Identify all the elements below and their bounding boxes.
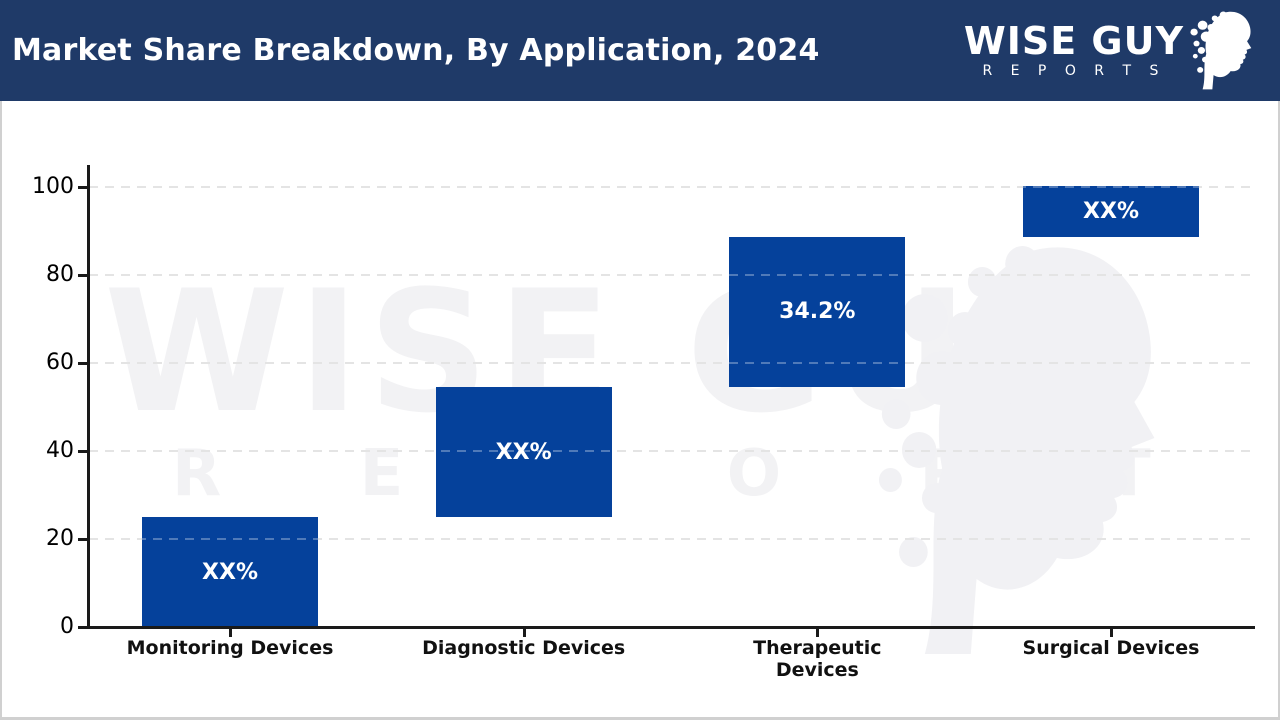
- page-title: Market Share Breakdown, By Application, …: [12, 33, 820, 68]
- x-tick-label-monitoring-devices: Monitoring Devices: [126, 637, 334, 659]
- x-axis-line: [86, 626, 1255, 629]
- bar-value-label: XX%: [202, 559, 258, 585]
- gridline-100: [89, 186, 1253, 188]
- gridline-overlay-80: [89, 274, 1253, 276]
- brand-logo-text: WISE GUY R E P O R T S: [964, 22, 1184, 79]
- gridline-overlay-40: [89, 450, 1253, 452]
- gridline-40: [89, 450, 1253, 452]
- y-tick-label-40: 40: [46, 438, 74, 463]
- bar-value-label: XX%: [1083, 198, 1139, 224]
- gridline-overlay-60: [89, 362, 1253, 364]
- x-tick-label-diagnostic-devices: Diagnostic Devices: [422, 637, 626, 659]
- y-tick-mark-40: [78, 450, 87, 453]
- y-tick-mark-80: [78, 274, 87, 277]
- frame-bottom: [0, 717, 1280, 720]
- gridline-60: [89, 362, 1253, 364]
- wise-guy-head-icon: [1188, 8, 1258, 94]
- y-tick-label-20: 20: [46, 526, 74, 551]
- brand-name: WISE GUY: [963, 19, 1184, 63]
- bar-therapeutic-devices: 34.2%: [729, 236, 906, 388]
- watermark-head-icon: [856, 228, 1186, 682]
- bar-value-label: 34.2%: [779, 299, 856, 325]
- y-tick-label-100: 100: [32, 174, 74, 199]
- y-axis-line: [87, 165, 90, 629]
- frame-left: [0, 101, 2, 720]
- x-tick-label-therapeutic-devices: Therapeutic Devices: [753, 637, 882, 681]
- y-tick-label-60: 60: [46, 350, 74, 375]
- y-tick-mark-0: [78, 626, 87, 629]
- y-tick-label-80: 80: [46, 262, 74, 287]
- gridline-overlay-20: [89, 538, 1253, 540]
- gridline-80: [89, 274, 1253, 276]
- gridline-20: [89, 538, 1253, 540]
- bar-value-label: XX%: [495, 439, 552, 465]
- header-bar: Market Share Breakdown, By Application, …: [0, 0, 1280, 101]
- x-tick-mark: [229, 628, 232, 637]
- gridline-overlay-100: [89, 186, 1253, 188]
- frame-right: [1278, 101, 1280, 720]
- x-tick-mark: [816, 628, 820, 637]
- brand-logo: WISE GUY R E P O R T S: [964, 8, 1258, 94]
- x-tick-label-surgical-devices: Surgical Devices: [1022, 637, 1200, 659]
- y-tick-mark-60: [78, 362, 87, 365]
- bar-diagnostic-devices: XX%: [435, 387, 612, 517]
- bar-monitoring-devices: XX%: [142, 517, 318, 627]
- x-tick-mark: [522, 628, 526, 637]
- y-tick-label-0: 0: [60, 614, 74, 639]
- x-tick-mark: [1110, 628, 1113, 637]
- brand-subname: R E P O R T S: [982, 63, 1166, 79]
- bar-surgical-devices: XX%: [1023, 186, 1199, 237]
- y-tick-mark-100: [78, 186, 87, 189]
- y-tick-mark-20: [78, 538, 87, 541]
